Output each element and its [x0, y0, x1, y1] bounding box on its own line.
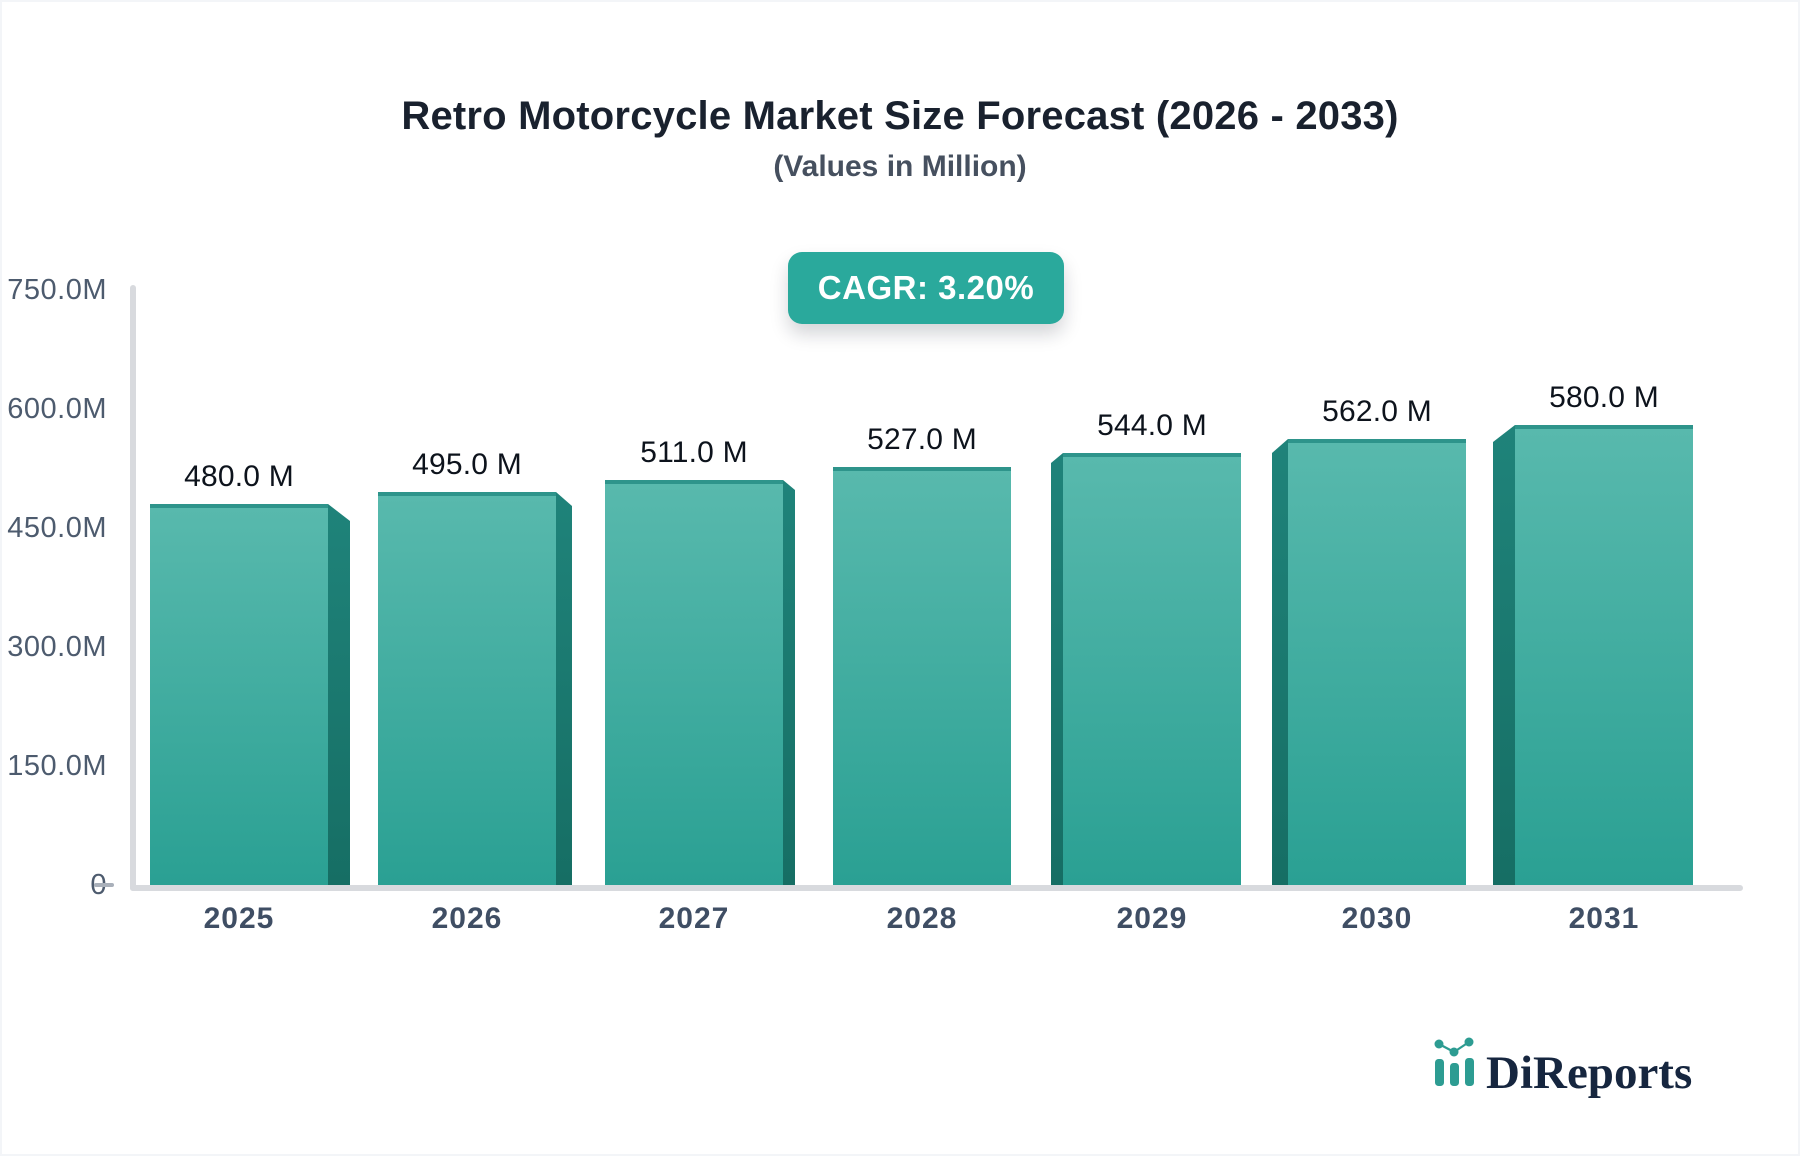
bar-face [1515, 425, 1693, 885]
bar-2027[interactable] [605, 480, 795, 885]
y-axis-tick-750: 750.0M [7, 274, 107, 306]
brand-logo-text: DiReports [1486, 1047, 1693, 1100]
bar-face [1063, 453, 1241, 885]
brand-logo: DiReports [1425, 1032, 1692, 1100]
chart-title: Retro Motorcycle Market Size Forecast (2… [401, 94, 1399, 138]
bar-value-label-2030: 562.0 M [1322, 395, 1432, 428]
bar-3d-side [328, 504, 350, 885]
bar-value-label-2031: 580.0 M [1549, 381, 1659, 414]
x-axis-baseline [130, 885, 1743, 891]
bar-value-label-2029: 544.0 M [1097, 409, 1207, 442]
bar-2029[interactable] [1051, 453, 1241, 885]
x-axis-label-2029: 2029 [1116, 902, 1188, 935]
bar-2026[interactable] [378, 492, 572, 885]
bar-face [833, 467, 1011, 885]
bar-2031[interactable] [1493, 425, 1693, 885]
bar-value-label-2028: 527.0 M [867, 423, 977, 456]
y-axis-tick-450: 450.0M [7, 512, 107, 544]
chart-subtitle: (Values in Million) [773, 150, 1027, 183]
y-axis-tick-600: 600.0M [7, 393, 107, 425]
bar-3d-side [556, 492, 572, 885]
bar-3d-side [1493, 425, 1515, 885]
bar-3d-side [783, 480, 795, 885]
x-axis-label-2025: 2025 [203, 902, 275, 935]
bar-chart-logo-icon [1434, 1037, 1474, 1086]
x-axis-label-2026: 2026 [431, 902, 503, 935]
bar-face [605, 480, 783, 885]
bar-value-label-2027: 511.0 M [640, 436, 748, 469]
bar-2025[interactable] [150, 504, 350, 885]
bar-2028[interactable] [833, 467, 1011, 885]
zero-tick-dash [94, 883, 114, 887]
cagr-badge: CAGR: 3.20% [788, 252, 1064, 324]
bar-face [378, 492, 556, 885]
x-axis-label-2028: 2028 [886, 902, 958, 935]
bar-2030[interactable] [1272, 439, 1466, 885]
bar-value-label-2025: 480.0 M [184, 460, 294, 493]
bar-3d-side [1272, 439, 1288, 885]
y-axis-tick-0: 0 [0, 865, 107, 905]
y-axis-tick-150: 150.0M [7, 750, 107, 782]
x-axis-label-2027: 2027 [658, 902, 730, 935]
bar-face [150, 504, 328, 885]
cagr-badge-label: CAGR: 3.20% [817, 269, 1035, 306]
y-axis-tick-300: 300.0M [7, 631, 107, 663]
x-axis-label-2030: 2030 [1341, 902, 1413, 935]
y-axis-line [130, 285, 136, 891]
bar-face [1288, 439, 1466, 885]
x-axis-label-2031: 2031 [1568, 902, 1640, 935]
bar-value-label-2026: 495.0 M [412, 448, 522, 481]
bar-3d-side [1051, 453, 1063, 885]
